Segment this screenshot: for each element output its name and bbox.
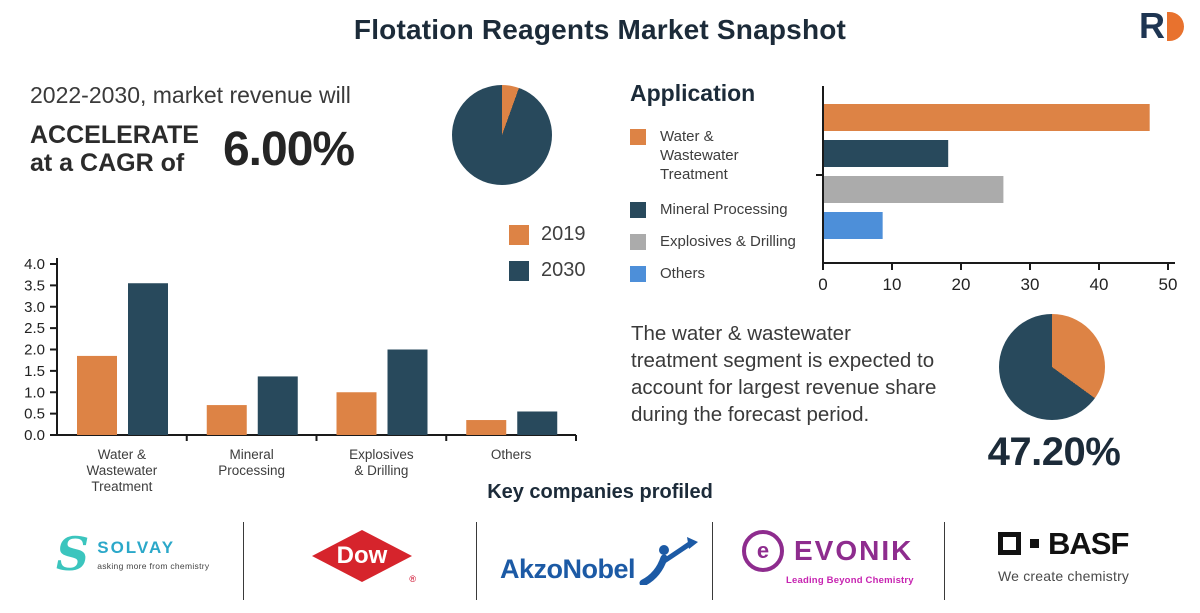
- svg-text:2.0: 2.0: [24, 342, 45, 359]
- svg-text:Wastewater: Wastewater: [86, 463, 157, 478]
- application-bar-chart: 0 10 20 30 40 50: [816, 86, 1178, 293]
- basf-tagline: We create chemistry: [998, 568, 1130, 584]
- legend-swatch-2030: [509, 260, 529, 281]
- application-title: Application: [630, 80, 756, 106]
- logo-divider: [712, 522, 713, 600]
- svg-text:1.0: 1.0: [24, 384, 45, 401]
- cagr-value: 6.00%: [222, 122, 355, 176]
- intro-block: 2022-2030, market revenue will ACCELERAT…: [30, 82, 355, 177]
- svg-text:50: 50: [1159, 275, 1178, 293]
- basf-logo: BASF We create chemistry: [998, 528, 1129, 584]
- dow-logo: Dow ®: [310, 528, 416, 586]
- svg-text:3.0: 3.0: [24, 299, 45, 316]
- companies-title: Key companies profiled: [487, 481, 713, 503]
- intro-accelerate: ACCELERATE at a CAGR of: [30, 121, 199, 177]
- logo-divider: [243, 522, 244, 600]
- app-label-mineral: Mineral Processing: [660, 201, 788, 218]
- page-title: Flotation Reagents Market Snapshot: [353, 14, 847, 45]
- basf-filled-square-icon: [1030, 539, 1039, 548]
- evonik-logo: e EVONIK Leading Beyond Chemistry: [742, 530, 914, 586]
- svg-text:Others: Others: [491, 447, 532, 462]
- svg-text:1.5: 1.5: [24, 363, 45, 380]
- app-swatch-mineral: [630, 202, 646, 218]
- svg-text:40: 40: [1090, 275, 1109, 293]
- akzonobel-wordmark: AkzoNobel: [500, 554, 636, 584]
- solvay-tagline: asking more from chemistry: [97, 560, 210, 571]
- legend-item-2019: 2019: [509, 223, 586, 246]
- svg-text:0.5: 0.5: [24, 406, 45, 423]
- year-legend: 2019 2030: [509, 223, 586, 282]
- app-swatch-explosives: [630, 234, 646, 250]
- logo-letter-d-shape: [1167, 11, 1184, 41]
- svg-text:20: 20: [952, 275, 971, 293]
- svg-text:Water &: Water &: [98, 447, 146, 462]
- svg-text:10: 10: [883, 275, 902, 293]
- legend-item-2030: 2030: [509, 259, 586, 282]
- app-legend-item-water: Water & Wastewater Treatment: [630, 127, 815, 184]
- svg-text:0: 0: [818, 275, 827, 293]
- akzonobel-logo: AkzoNobel: [500, 535, 699, 585]
- basf-outline-square-icon: [998, 532, 1021, 555]
- cagr-prefix-text: at a CAGR of: [30, 149, 185, 177]
- app-legend-item-explosives: Explosives & Drilling: [630, 232, 815, 251]
- legend-label-2019: 2019: [541, 223, 586, 245]
- evonik-wordmark: EVONIK: [794, 535, 914, 566]
- svg-text:Treatment: Treatment: [91, 479, 152, 494]
- svg-text:0.0: 0.0: [24, 427, 45, 444]
- svg-text:Processing: Processing: [218, 463, 285, 478]
- akzonobel-figure-icon: [639, 537, 699, 585]
- application-legend: Application Water & Wastewater Treatment…: [630, 80, 815, 296]
- logo-divider: [476, 522, 477, 600]
- evonik-e-mark: e: [742, 530, 784, 572]
- intro-line: 2022-2030, market revenue will: [30, 82, 351, 108]
- svg-text:2.5: 2.5: [24, 320, 45, 337]
- app-label-explosives: Explosives & Drilling: [660, 233, 796, 250]
- dow-wordmark: Dow: [336, 542, 388, 569]
- registered-mark: ®: [409, 574, 416, 584]
- legend-swatch-2019: [509, 224, 529, 245]
- basf-wordmark: BASF: [1048, 526, 1129, 561]
- svg-text:& Drilling: & Drilling: [354, 463, 408, 478]
- app-swatch-others: [630, 266, 646, 282]
- share-pie: [999, 314, 1105, 420]
- app-label-others: Others: [660, 265, 706, 282]
- svg-text:Explosives: Explosives: [349, 447, 414, 462]
- svg-text:Mineral: Mineral: [229, 447, 273, 462]
- app-label-water: Water & Wastewater Treatment: [660, 128, 739, 183]
- app-swatch-water: [630, 129, 646, 145]
- solvay-s-mark: S: [56, 527, 90, 581]
- legend-label-2030: 2030: [541, 259, 586, 281]
- growth-pie: [452, 85, 552, 185]
- evonik-tagline: Leading Beyond Chemistry: [786, 575, 914, 586]
- logo-divider: [944, 522, 945, 600]
- share-percentage: 47.20%: [987, 430, 1121, 474]
- insight-text: The water & wastewater treatment segment…: [631, 322, 937, 426]
- svg-text:4.0: 4.0: [24, 256, 45, 273]
- svg-text:3.5: 3.5: [24, 277, 45, 294]
- solvay-wordmark: SOLVAY: [97, 537, 176, 557]
- logo-letter-r: R: [1139, 5, 1165, 46]
- dow-diamond-icon: [312, 530, 412, 582]
- app-legend-item-mineral: Mineral Processing: [630, 200, 815, 219]
- svg-text:30: 30: [1021, 275, 1040, 293]
- app-legend-item-others: Others: [630, 264, 815, 283]
- solvay-logo: S SOLVAY asking more from chemistry: [56, 530, 209, 578]
- accelerate-text: ACCELERATE: [30, 121, 199, 149]
- grouped-bar-chart: 0.0 0.5 1.0 1.5 2.0 2.5 3.0 3.5 4.0 Water &Wastew…: [24, 256, 577, 494]
- researchdive-logo: R: [1139, 8, 1184, 44]
